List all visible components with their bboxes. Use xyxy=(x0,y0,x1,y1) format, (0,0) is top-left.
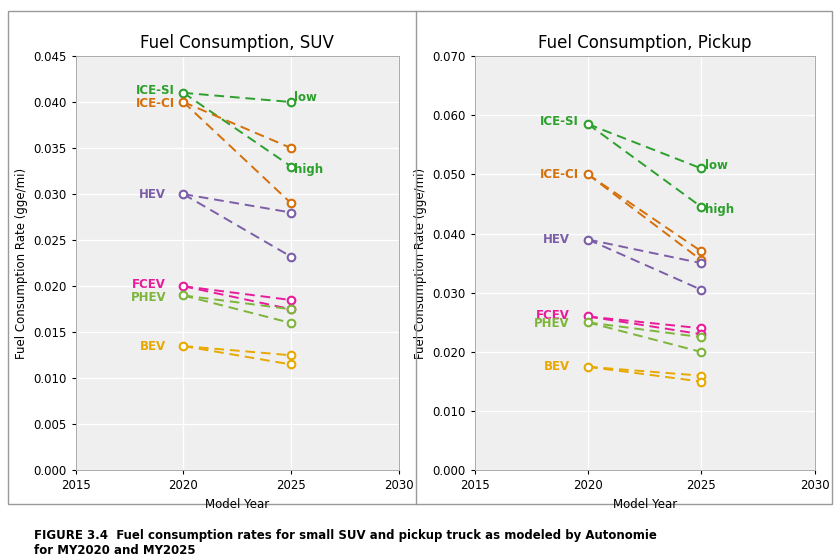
Text: HEV: HEV xyxy=(139,188,166,200)
Text: ICE-CI: ICE-CI xyxy=(540,168,579,181)
Text: BEV: BEV xyxy=(543,360,570,374)
Y-axis label: Fuel Consumption Rate (gge/mi): Fuel Consumption Rate (gge/mi) xyxy=(14,167,28,359)
Text: HEV: HEV xyxy=(543,233,570,246)
Title: Fuel Consumption, SUV: Fuel Consumption, SUV xyxy=(140,34,334,52)
Text: ICE-SI: ICE-SI xyxy=(136,83,175,96)
Text: FIGURE 3.4  Fuel consumption rates for small SUV and pickup truck as modeled by : FIGURE 3.4 Fuel consumption rates for sm… xyxy=(34,529,657,557)
X-axis label: Model Year: Model Year xyxy=(205,498,270,511)
Y-axis label: Fuel Consumption Rate (gge/mi): Fuel Consumption Rate (gge/mi) xyxy=(413,167,427,359)
Text: ICE-CI: ICE-CI xyxy=(135,97,175,110)
Text: BEV: BEV xyxy=(140,339,166,353)
X-axis label: Model Year: Model Year xyxy=(612,498,677,511)
Text: PHEV: PHEV xyxy=(130,291,166,304)
Text: high: high xyxy=(295,163,323,176)
Text: PHEV: PHEV xyxy=(534,317,570,330)
Text: FCEV: FCEV xyxy=(132,278,166,291)
Text: low: low xyxy=(705,159,727,172)
Text: low: low xyxy=(295,91,318,104)
Text: high: high xyxy=(705,203,734,216)
Title: Fuel Consumption, Pickup: Fuel Consumption, Pickup xyxy=(538,34,752,52)
Text: FCEV: FCEV xyxy=(536,309,570,322)
Text: ICE-SI: ICE-SI xyxy=(540,115,579,128)
